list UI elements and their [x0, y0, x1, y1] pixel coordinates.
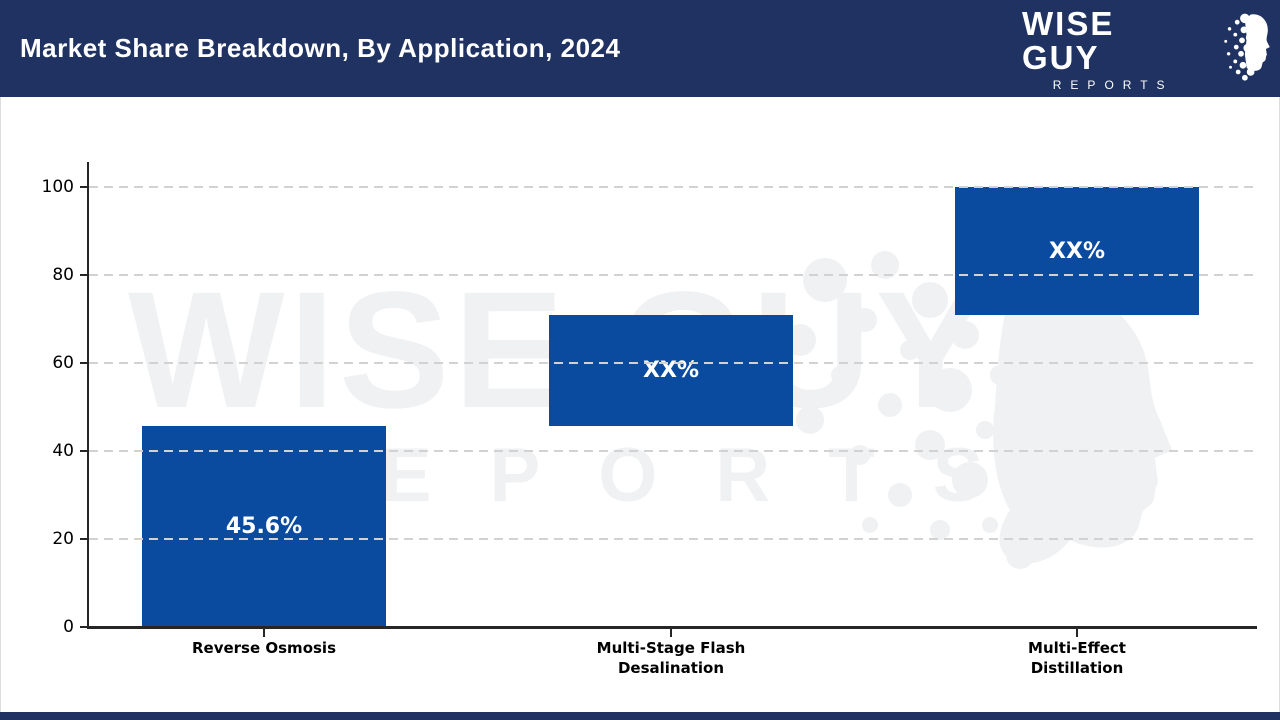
bar-value-label: XX%: [1049, 238, 1105, 264]
y-tick-label: 20: [52, 529, 74, 549]
y-axis-spine: [87, 162, 89, 629]
y-tick-label: 100: [41, 177, 74, 197]
x-category-label: Multi-Effect Distillation: [1028, 639, 1126, 677]
y-tick-label: 40: [52, 441, 74, 461]
y-tick-label: 60: [52, 353, 74, 373]
x-category-label: Reverse Osmosis: [191, 639, 336, 657]
x-tick: [1076, 629, 1078, 637]
x-tick: [670, 629, 672, 637]
gridline-40: [89, 450, 1256, 452]
header-bar: Market Share Breakdown, By Application, …: [0, 0, 1280, 97]
gridline-80: [89, 274, 1256, 276]
brand-subname: REPORTS: [1052, 77, 1174, 92]
bar-multi-stage-flash: XX%: [549, 315, 793, 426]
brand-name: WISE GUY: [1022, 4, 1115, 76]
y-tick-label: 80: [52, 265, 74, 285]
gridline-60: [89, 362, 1256, 364]
y-tick-label: 0: [63, 617, 74, 637]
brand-logo-text: WISE GUY REPORTS: [1022, 4, 1195, 92]
y-tick: [80, 186, 88, 188]
gridline-100: [89, 186, 1256, 188]
x-tick: [263, 629, 265, 637]
face-dots-icon: [1224, 13, 1271, 81]
footer-bar: [0, 712, 1280, 720]
chart-title: Market Share Breakdown, By Application, …: [20, 33, 621, 63]
watermark-face-dots: [784, 251, 1172, 569]
y-tick: [80, 450, 88, 452]
x-axis-spine: [87, 626, 1257, 629]
bar-reverse-osmosis: 45.6%: [142, 426, 386, 627]
bar-multi-effect-distillation: XX%: [955, 187, 1199, 315]
y-tick: [80, 274, 88, 276]
bar-value-label: 45.6%: [225, 514, 303, 539]
y-tick: [80, 626, 88, 628]
y-tick: [80, 538, 88, 540]
y-tick: [80, 362, 88, 364]
gridline-20: [89, 538, 1256, 540]
brand-logo: WISE GUY REPORTS: [1022, 6, 1272, 92]
x-category-label: Multi-Stage Flash Desalination: [596, 639, 746, 677]
